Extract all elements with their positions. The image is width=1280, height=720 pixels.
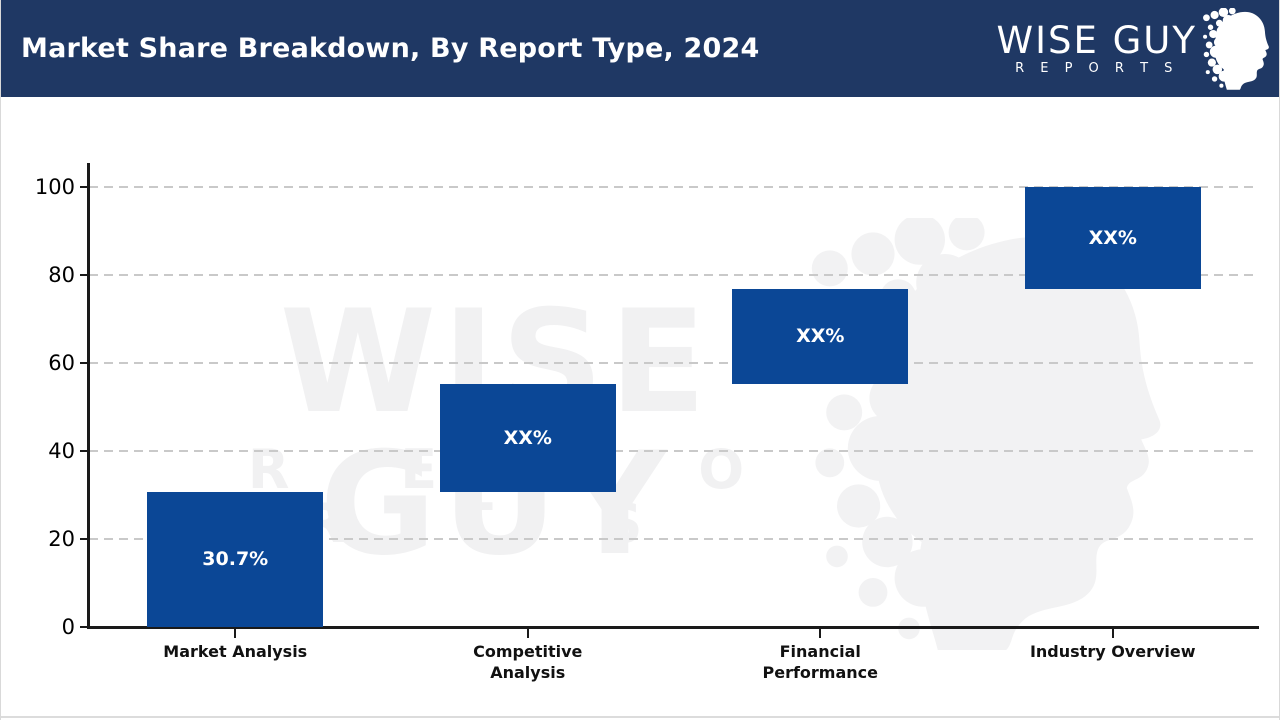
category-label-line: Market Analysis (163, 642, 308, 661)
header: Market Share Breakdown, By Report Type, … (1, 0, 1279, 97)
y-axis-tick-label: 40 (48, 439, 75, 463)
bar-value-label: 30.7% (202, 548, 269, 571)
y-axis-tick (80, 626, 89, 628)
y-axis-tick (80, 538, 89, 540)
gridline-y80 (89, 274, 1259, 276)
x-axis-tick (234, 628, 237, 638)
x-axis-tick (526, 628, 529, 638)
gridline-y60 (89, 362, 1259, 364)
y-axis-tick (80, 186, 89, 188)
x-axis-tick (819, 628, 822, 638)
category-label: Industry Overview (1003, 641, 1223, 662)
logo-wordmark-line2: R E P O R T S (1015, 61, 1179, 77)
bar-segment: XX% (732, 289, 909, 384)
x-axis-tick (1111, 628, 1114, 638)
footer-divider (1, 716, 1279, 718)
y-axis-line (87, 163, 90, 629)
category-label-line: Industry Overview (1029, 642, 1196, 661)
bar-value-label: XX% (1088, 227, 1137, 250)
bar-value-label: XX% (503, 426, 552, 449)
category-label-line: Performance (762, 663, 878, 682)
brand-logo: WISE GUY R E P O R T S (997, 6, 1269, 92)
y-axis-tick-label: 0 (61, 615, 75, 639)
bar-segment: XX% (1024, 187, 1201, 290)
chart-title: Market Share Breakdown, By Report Type, … (21, 33, 760, 64)
gridline-y100 (89, 186, 1259, 188)
bar-segment: 30.7% (147, 491, 324, 627)
y-axis-tick-label: 20 (48, 527, 75, 551)
y-axis-tick-label: 100 (34, 175, 75, 199)
category-label: Competitive Analysis (418, 641, 638, 683)
y-axis-tick (80, 362, 89, 364)
x-axis-line (87, 626, 1259, 629)
bar-segment: XX% (439, 383, 616, 492)
category-label-line: Competitive (473, 642, 583, 661)
category-label: Market Analysis (125, 641, 345, 662)
y-axis-tick (80, 274, 89, 276)
logo-wordmark: WISE GUY R E P O R T S (996, 18, 1197, 77)
category-label: Financial Performance (710, 641, 930, 683)
gridline-y40 (89, 450, 1259, 452)
category-label-line: Financial (779, 642, 861, 661)
bar-value-label: XX% (796, 325, 845, 348)
y-axis-tick-label: 80 (48, 263, 75, 287)
category-label-line: Analysis (490, 663, 566, 682)
y-axis-tick-label: 60 (48, 351, 75, 375)
y-axis-tick (80, 450, 89, 452)
gridline-y20 (89, 538, 1259, 540)
logo-wordmark-line1: WISE GUY (996, 18, 1197, 62)
